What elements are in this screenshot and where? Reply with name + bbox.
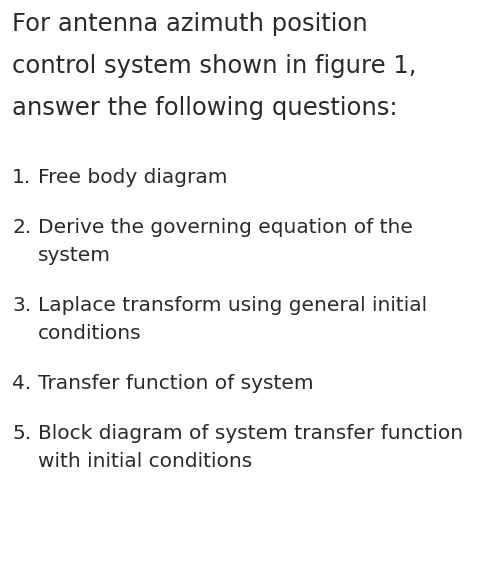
Text: 5.: 5. (12, 424, 31, 443)
Text: Free body diagram: Free body diagram (38, 168, 227, 187)
Text: system: system (38, 246, 111, 265)
Text: 2.: 2. (12, 218, 31, 237)
Text: with initial conditions: with initial conditions (38, 452, 252, 471)
Text: Laplace transform using general initial: Laplace transform using general initial (38, 296, 427, 315)
Text: For antenna azimuth position: For antenna azimuth position (12, 12, 368, 36)
Text: Transfer function of system: Transfer function of system (38, 374, 313, 393)
Text: answer the following questions:: answer the following questions: (12, 96, 398, 120)
Text: 3.: 3. (12, 296, 31, 315)
Text: Block diagram of system transfer function: Block diagram of system transfer functio… (38, 424, 463, 443)
Text: Derive the governing equation of the: Derive the governing equation of the (38, 218, 413, 237)
Text: 1.: 1. (12, 168, 31, 187)
Text: conditions: conditions (38, 324, 142, 343)
Text: control system shown in figure 1,: control system shown in figure 1, (12, 54, 417, 78)
Text: 4.: 4. (12, 374, 31, 393)
